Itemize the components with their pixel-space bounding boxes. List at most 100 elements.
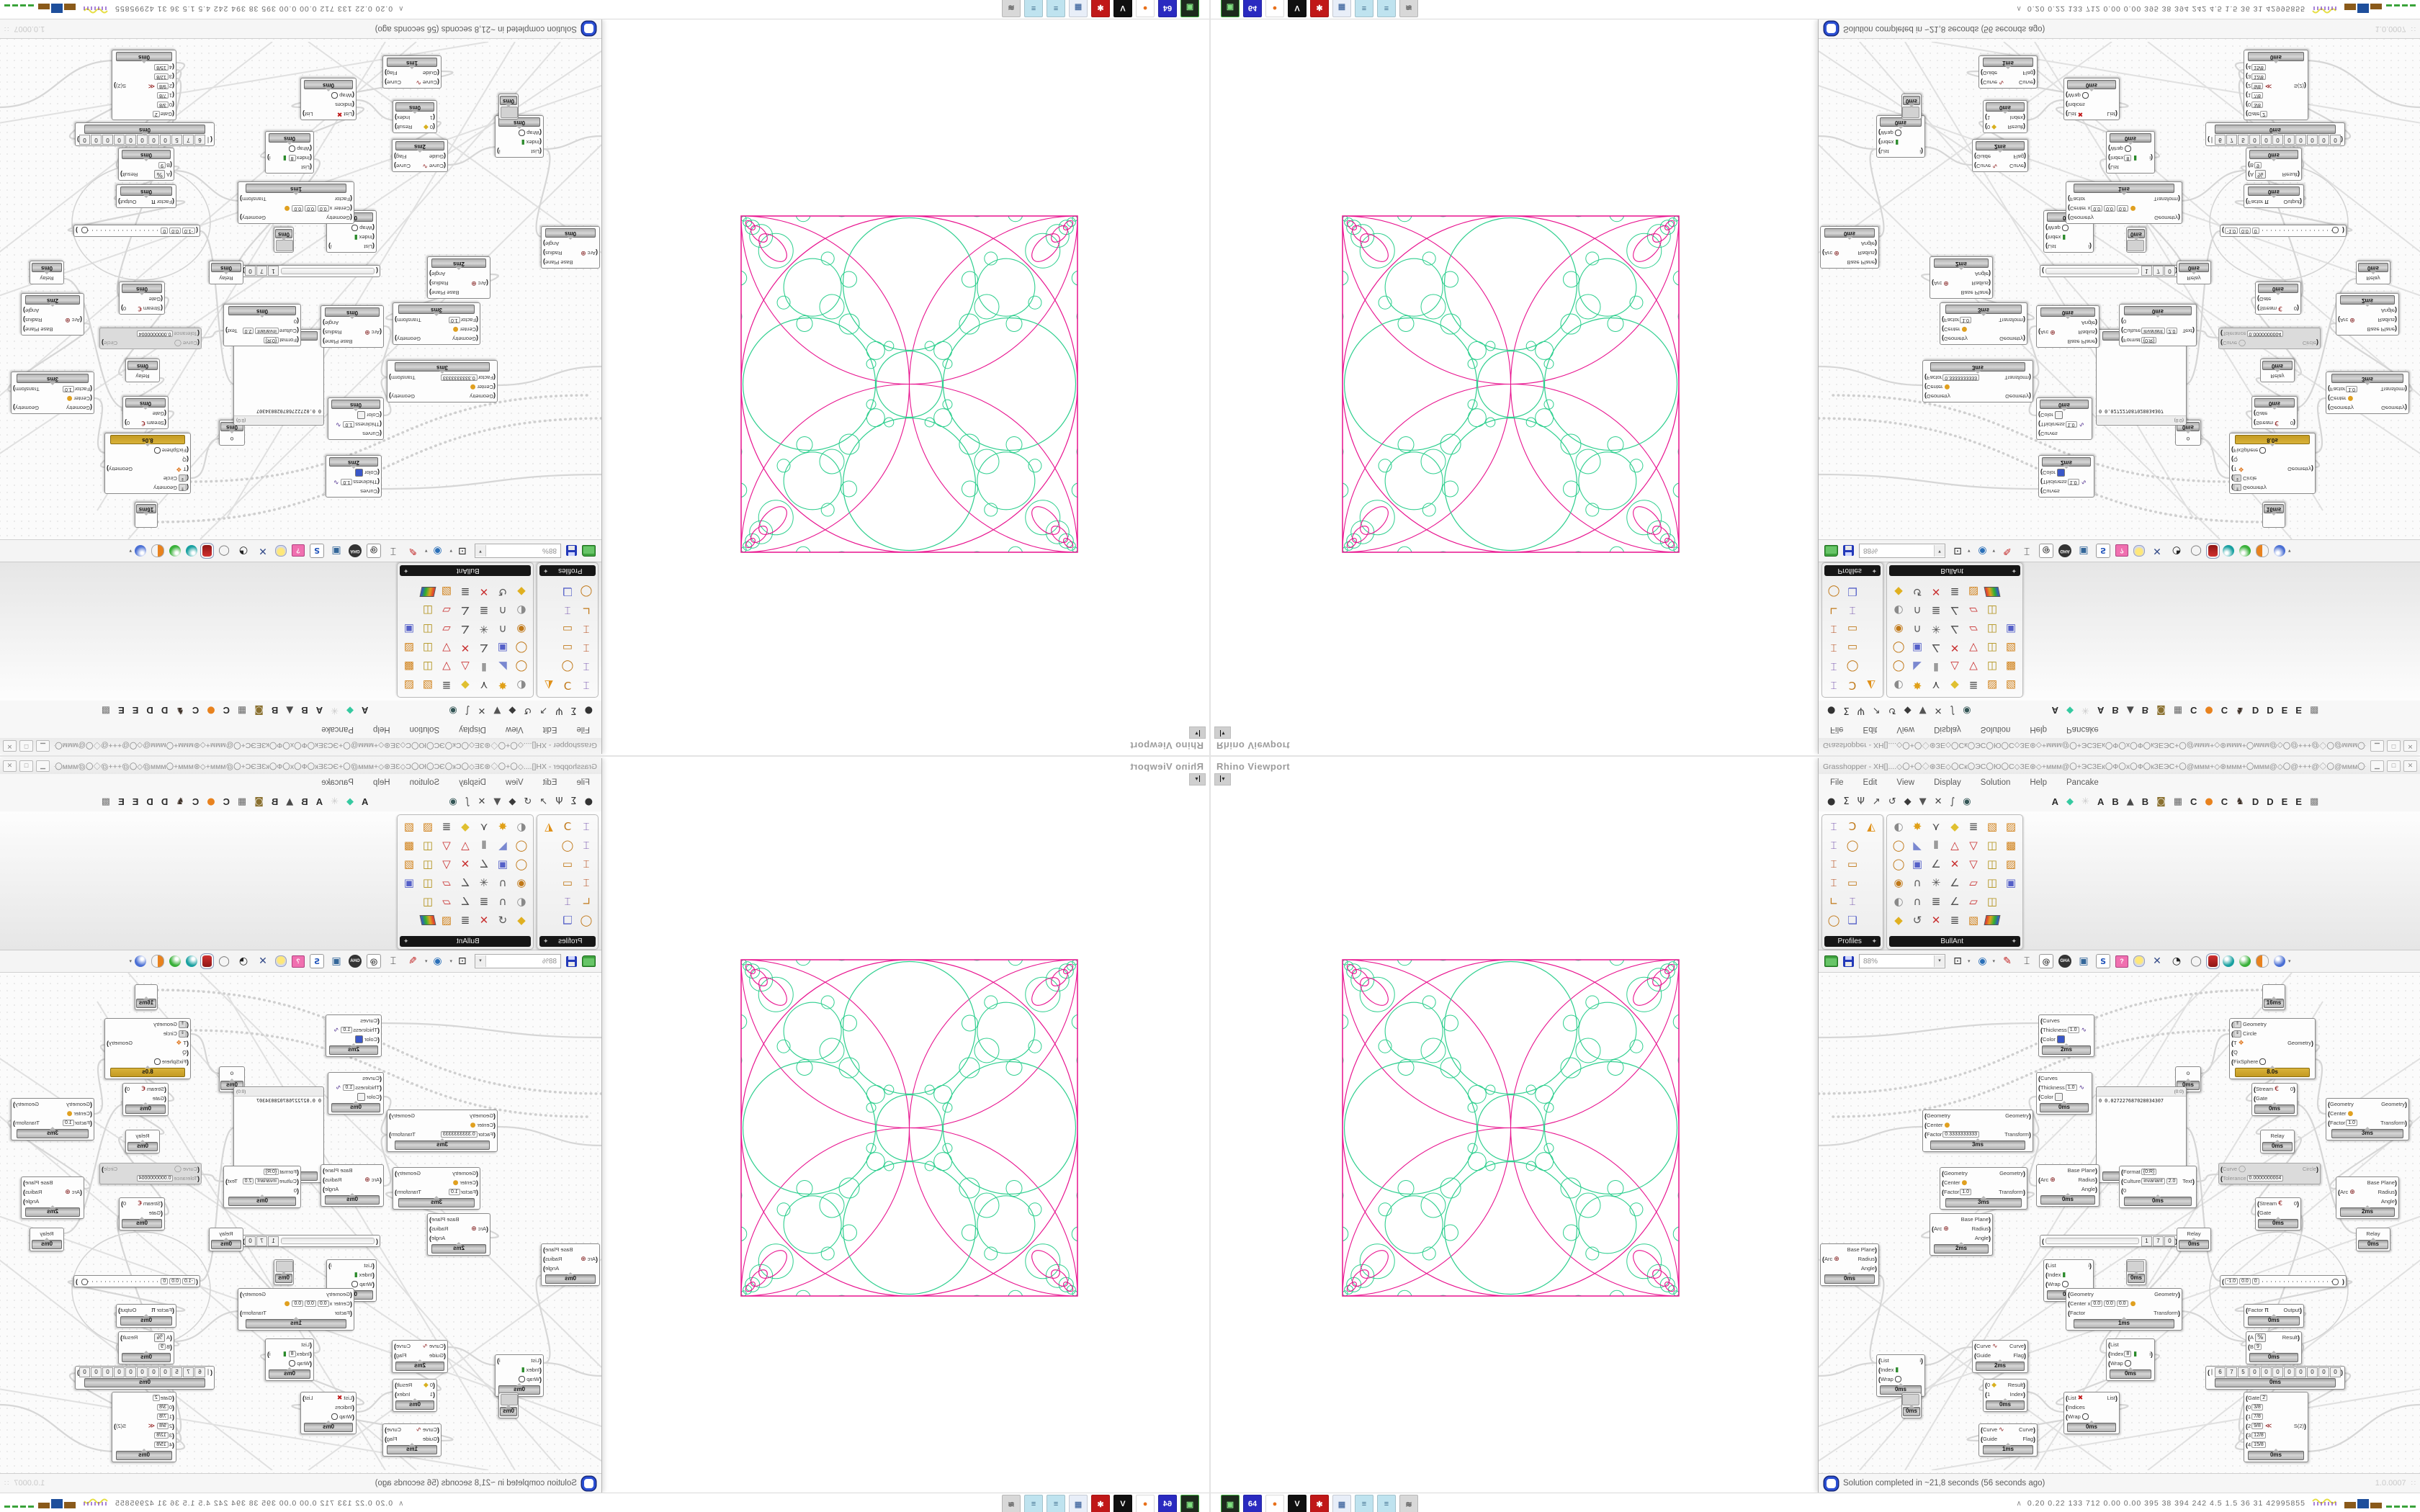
internalise-button[interactable]: @ — [2039, 544, 2054, 558]
digit-cell[interactable]: 7 — [2226, 1367, 2237, 1377]
input-port[interactable]: ( — [172, 110, 174, 118]
palette-icon[interactable]: ◯ — [580, 585, 593, 598]
output-port[interactable]: ) — [395, 316, 397, 324]
toggle-icon[interactable] — [351, 1281, 359, 1287]
value-box[interactable]: 9 — [158, 162, 166, 168]
gumball-blue-button[interactable] — [134, 545, 146, 557]
palette-icon[interactable]: ✳ — [479, 623, 489, 636]
output-port[interactable]: ) — [2311, 465, 2313, 473]
input-port[interactable]: ( — [1974, 1351, 1976, 1359]
zoom-extents-button[interactable]: ⊡ — [458, 955, 467, 967]
toggle-icon[interactable] — [289, 145, 296, 152]
bookends-button[interactable]: ⌶ — [390, 545, 397, 557]
palette-icon[interactable]: ◯ — [1827, 585, 1840, 598]
digit-cell[interactable]: 0 — [91, 135, 102, 145]
digit-slider-row[interactable]: (6 7 5 0 0 0 0 0 0 0 0) — [2206, 1367, 2344, 1377]
menu-item-display[interactable]: Display — [459, 778, 486, 787]
plugin-tab-icon-7[interactable]: ◙ — [2156, 796, 2166, 807]
input-port[interactable]: ( — [172, 1441, 174, 1449]
gumball-orange-button[interactable] — [2256, 544, 2269, 557]
plugin-tab-15[interactable]: E — [132, 705, 139, 716]
plugin-tab-11[interactable]: C — [192, 705, 200, 716]
title-bar[interactable]: Grasshopper - XH[]....◇〇+〇◇⊛ЗЕ◇〇Ск〇ЭС〇Ю〇… — [0, 738, 601, 754]
palette-icon[interactable]: ∠ — [1950, 895, 1960, 908]
palette-footer-profiles[interactable]: Profiles ✦ — [539, 565, 596, 576]
output-port[interactable]: ) — [2178, 214, 2180, 222]
input-port[interactable]: ( — [2108, 1341, 2110, 1349]
value-box[interactable]: 1.0 — [2346, 386, 2357, 392]
value-box[interactable]: {0:R} — [2141, 1169, 2157, 1175]
input-port[interactable]: ( — [352, 1413, 354, 1421]
output-port[interactable]: ) — [2023, 1381, 2025, 1389]
value-box[interactable]: 2 — [2260, 1395, 2268, 1401]
palette-icon[interactable]: ◭ — [544, 820, 553, 833]
window-layout-button[interactable]: ▣ — [2079, 955, 2089, 967]
output-port[interactable]: ) — [395, 335, 397, 343]
menu-item-file[interactable]: File — [576, 725, 590, 734]
value-box[interactable]: 15/8 — [2251, 1441, 2266, 1448]
input-port[interactable]: ( — [2108, 1350, 2110, 1358]
preview-eye-button[interactable]: ◉ — [1978, 545, 1987, 557]
output-port[interactable]: ) — [240, 214, 242, 222]
plugin-tab-icon-12[interactable]: ♞ — [176, 796, 184, 807]
save-file-button[interactable] — [566, 545, 577, 557]
input-port[interactable]: ( — [2248, 1333, 2250, 1341]
plugin-tab-13[interactable]: D — [2251, 796, 2259, 807]
menu-item-help[interactable]: Help — [372, 725, 390, 734]
gh-node-scale3[interactable]: (Geometry Geometry)(Center ●(Factor 1.0 Tran… — [11, 1098, 94, 1140]
menu-item-help[interactable]: Help — [372, 778, 390, 787]
output-port[interactable]: ) — [323, 338, 325, 346]
intersect-tab[interactable]: ✕ — [478, 705, 486, 716]
value-box[interactable]: 0.0 — [2104, 205, 2115, 212]
palette-icon[interactable]: ◫ — [1986, 604, 1998, 617]
palette-icon[interactable]: ∠ — [1950, 876, 1960, 889]
toggle-icon[interactable] — [1894, 1376, 1901, 1382]
menu-item-solution[interactable]: Solution — [1980, 778, 2011, 787]
value-box[interactable]: 0.0000000004 — [2246, 330, 2284, 337]
dropdown-caret[interactable]: ▾ — [1992, 548, 1996, 553]
value-box[interactable]: 12/8 — [2251, 1432, 2266, 1439]
maximize-button[interactable]: □ — [19, 740, 33, 752]
gh-node-sg1[interactable]: (Stream €0)(Gate 0ms — [122, 396, 169, 429]
output-port[interactable]: ) — [125, 1085, 127, 1093]
taskbar-video-app[interactable]: V — [1288, 0, 1307, 17]
palette-icon[interactable]: ∩ — [1913, 876, 1922, 889]
palette-icon[interactable]: ◣ — [1913, 839, 1922, 852]
gh-node-sg1[interactable]: (Stream €0)(Gate 0ms — [2251, 396, 2298, 429]
plugin-tab-9[interactable]: C — [2190, 705, 2197, 716]
input-port[interactable]: ( — [164, 410, 166, 418]
palette-icon[interactable]: ∠ — [460, 876, 470, 889]
zoom-extents-button[interactable]: ⊡ — [1953, 545, 1962, 557]
preview-hat-button[interactable]: ◔ — [2172, 955, 2182, 967]
output-port[interactable]: ) — [385, 69, 387, 77]
taskbar-printer-app[interactable]: ≋ — [1399, 1495, 1418, 1512]
menu-item-edit[interactable]: Edit — [542, 725, 557, 734]
maths-tab[interactable]: Σ — [1843, 705, 1850, 716]
palette-icon[interactable]: ▧ — [1968, 585, 1979, 598]
taskbar-red-gear-app[interactable]: ✱ — [1310, 0, 1329, 17]
maths-tab[interactable]: Σ — [570, 796, 577, 807]
preview-hat-button[interactable]: ◔ — [238, 545, 248, 557]
output-port[interactable]: ) — [1875, 240, 1877, 248]
value-box[interactable]: 9/8 — [157, 83, 169, 89]
menu-item-pancake[interactable]: Pancake — [321, 778, 354, 787]
value-box[interactable]: 0.0000000004 — [136, 330, 174, 337]
value-box[interactable]: invariant — [2141, 1178, 2165, 1184]
gh-node-gate[interactable]: (Gate 2(0 3/8(1 7/8(2 9/8 ≪ S(2))(3 12/8(4 15/8 0… — [2244, 1392, 2308, 1462]
gh-node-cluster[interactable]: (⇑ Geometry(⇓ Circle(T ❖ Geometry)(Q(FixSphe… — [104, 433, 191, 494]
palette-icon[interactable]: ◐ — [516, 820, 526, 833]
input-port[interactable]: ( — [2246, 1403, 2248, 1411]
plugin-tab-icon-8[interactable]: ▦ — [237, 705, 247, 716]
palette-icon[interactable]: ◐ — [1894, 679, 1904, 692]
input-port[interactable]: ( — [197, 339, 200, 347]
plugin-tab-icon-8[interactable]: ▦ — [237, 796, 247, 807]
palette-icon[interactable]: ⌶ — [1830, 820, 1837, 833]
palette-icon[interactable]: ◯ — [1892, 839, 1905, 852]
taskbar-red-gear-app[interactable]: ✱ — [1091, 1495, 1110, 1512]
value-box[interactable]: invariant — [255, 328, 279, 334]
palette-icon[interactable]: ◯ — [561, 660, 574, 673]
output-port[interactable]: ) — [1875, 1255, 1877, 1263]
palette-icon[interactable]: ⌶ — [583, 839, 590, 852]
output-port[interactable]: ) — [125, 419, 127, 427]
transform-tab[interactable]: ∫ — [465, 705, 470, 716]
